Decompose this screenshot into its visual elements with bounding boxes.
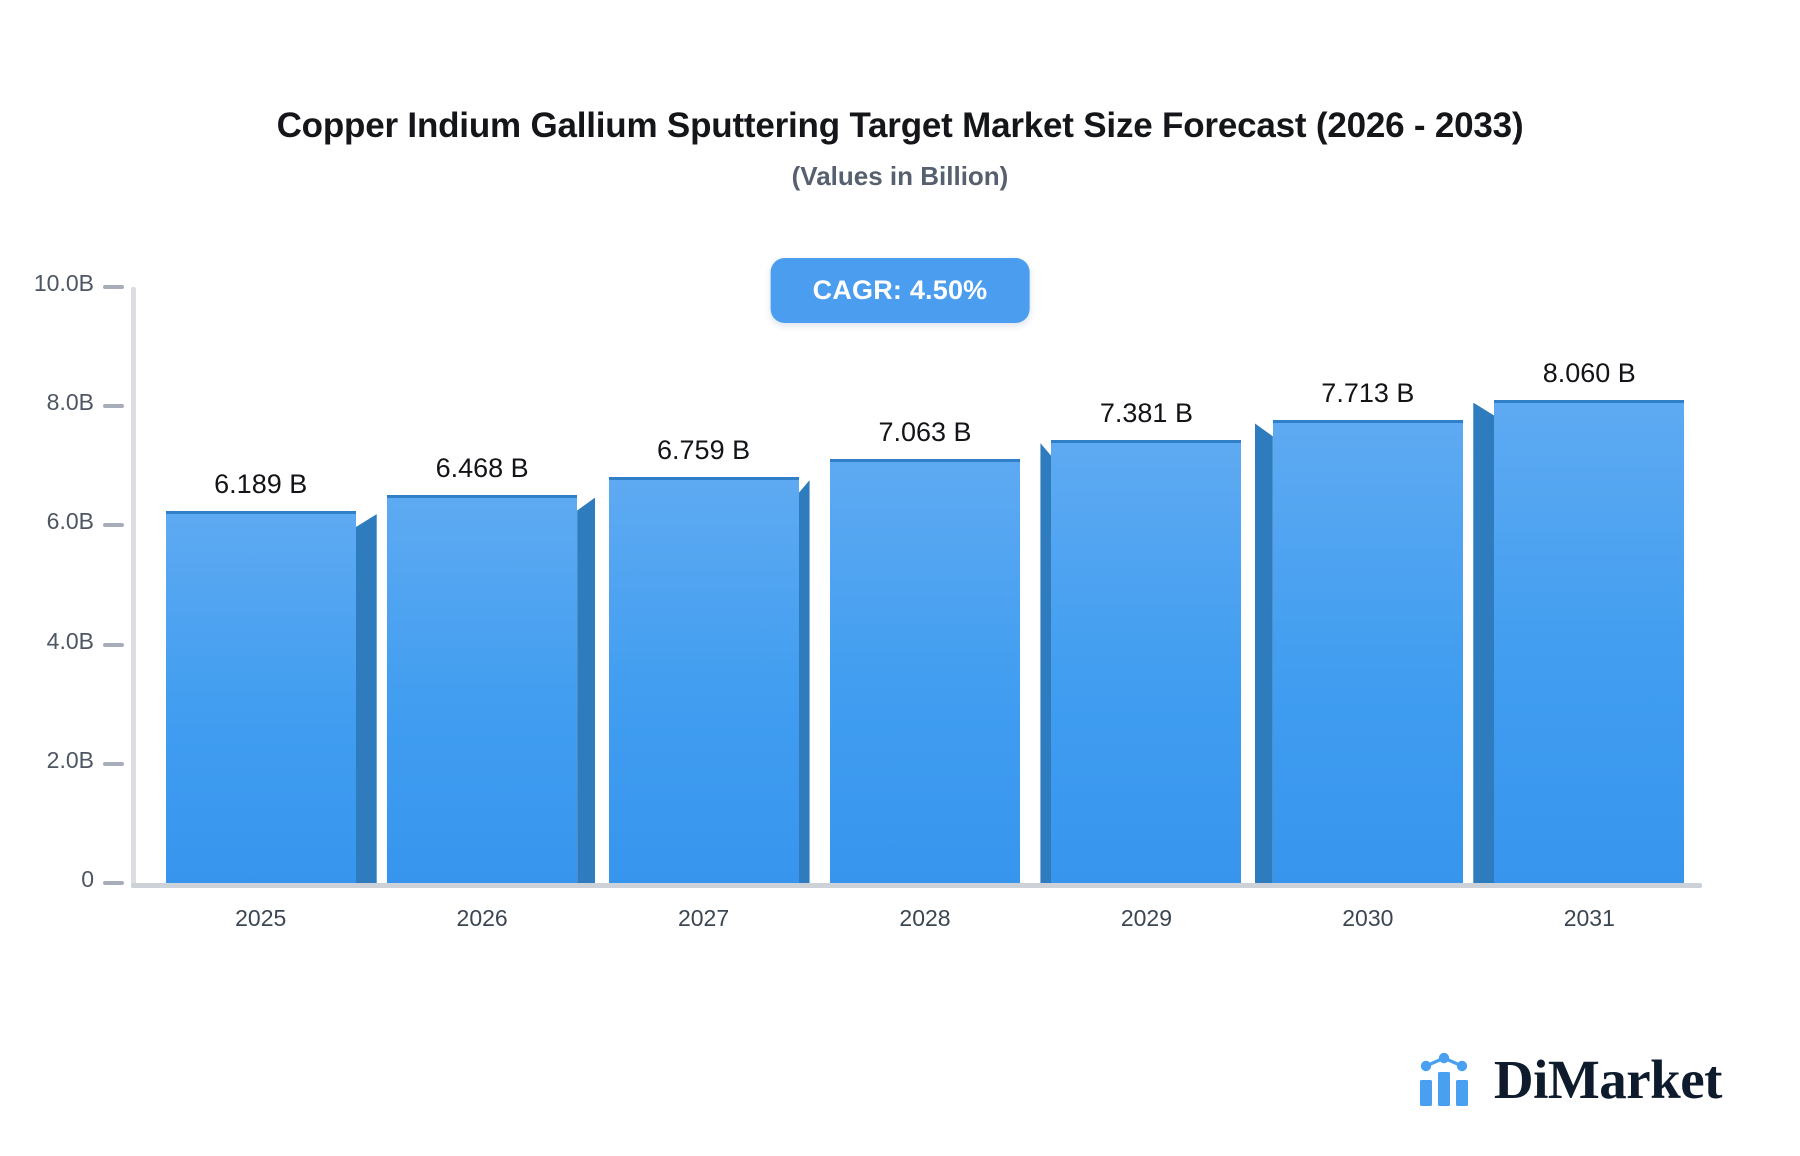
bar-value-label: 7.381 B [1099, 398, 1193, 429]
y-axis-tick-mark [103, 523, 124, 528]
y-axis-tick-label: 10.0B [33, 270, 94, 296]
title-block: Copper Indium Gallium Sputtering Target … [0, 105, 1800, 192]
bar-column[interactable]: 6.468 B 2026 [387, 453, 596, 931]
bar[interactable] [1051, 440, 1242, 883]
x-axis-label: 2027 [677, 905, 730, 931]
bar[interactable] [830, 459, 1020, 883]
bar-column[interactable]: 6.189 B 2025 [165, 469, 377, 931]
bar-value-label: 6.759 B [657, 435, 751, 466]
bar-column[interactable]: 8.060 B 2031 [1473, 358, 1685, 931]
bar-3d-side [1473, 402, 1495, 883]
bar[interactable] [1494, 399, 1685, 883]
bar-3d-side [355, 514, 377, 883]
x-axis-label: 2028 [899, 905, 951, 931]
y-axis-tick-mark [103, 285, 124, 289]
bar-column[interactable]: 7.713 B 2030 [1254, 378, 1463, 931]
y-axis-tick-mark [103, 404, 124, 409]
bar-column[interactable]: 7.381 B 2029 [1040, 398, 1242, 931]
bar-column[interactable]: 7.063 B 2028 [830, 417, 1020, 931]
bar-3d-side [798, 480, 810, 883]
y-axis-tick-label: 6.0B [46, 508, 94, 535]
bar-chart-icon [1419, 1052, 1468, 1106]
y-axis-tick-mark [103, 642, 124, 647]
x-axis-label: 2026 [456, 905, 508, 931]
bar[interactable] [387, 494, 578, 883]
bar-value-label: 6.468 B [435, 452, 529, 483]
bar-value-label: 8.060 B [1542, 357, 1636, 388]
bar-3d-side [1040, 443, 1052, 883]
bar-3d-side [577, 497, 596, 883]
chart-subtitle: (Values in Billion) [791, 161, 1009, 191]
y-axis-line [131, 287, 136, 887]
bar-value-label: 7.063 B [878, 417, 972, 448]
y-axis-tick-label: 2.0B [46, 746, 94, 773]
y-axis-tick-label: 8.0B [46, 389, 94, 416]
x-axis-label: 2031 [1563, 905, 1615, 931]
cagr-badge: CAGR: 4.50% [770, 258, 1030, 323]
page-title: Copper Indium Gallium Sputtering Target … [276, 106, 1524, 145]
dimarket-logo: DiMarket [1418, 1048, 1723, 1110]
bar-3d-side [1254, 423, 1273, 883]
bar-column[interactable]: 6.759 B 2027 [608, 435, 810, 931]
y-axis-tick-mark [103, 761, 124, 766]
x-axis-label: 2025 [235, 905, 287, 931]
bar-value-label: 7.713 B [1321, 378, 1415, 409]
x-axis-line [131, 883, 1702, 888]
y-axis-tick-label: 4.0B [46, 627, 94, 654]
bar-value-label: 6.189 B [214, 469, 308, 500]
y-axis-tick-mark [103, 881, 124, 885]
bar[interactable] [165, 511, 356, 883]
logo-text: DiMarket [1493, 1048, 1723, 1110]
x-axis-label: 2030 [1342, 905, 1394, 931]
y-axis-tick-label: 0 [81, 866, 94, 892]
x-axis-label: 2029 [1120, 905, 1173, 931]
bar[interactable] [1272, 420, 1463, 883]
bar[interactable] [608, 477, 799, 883]
